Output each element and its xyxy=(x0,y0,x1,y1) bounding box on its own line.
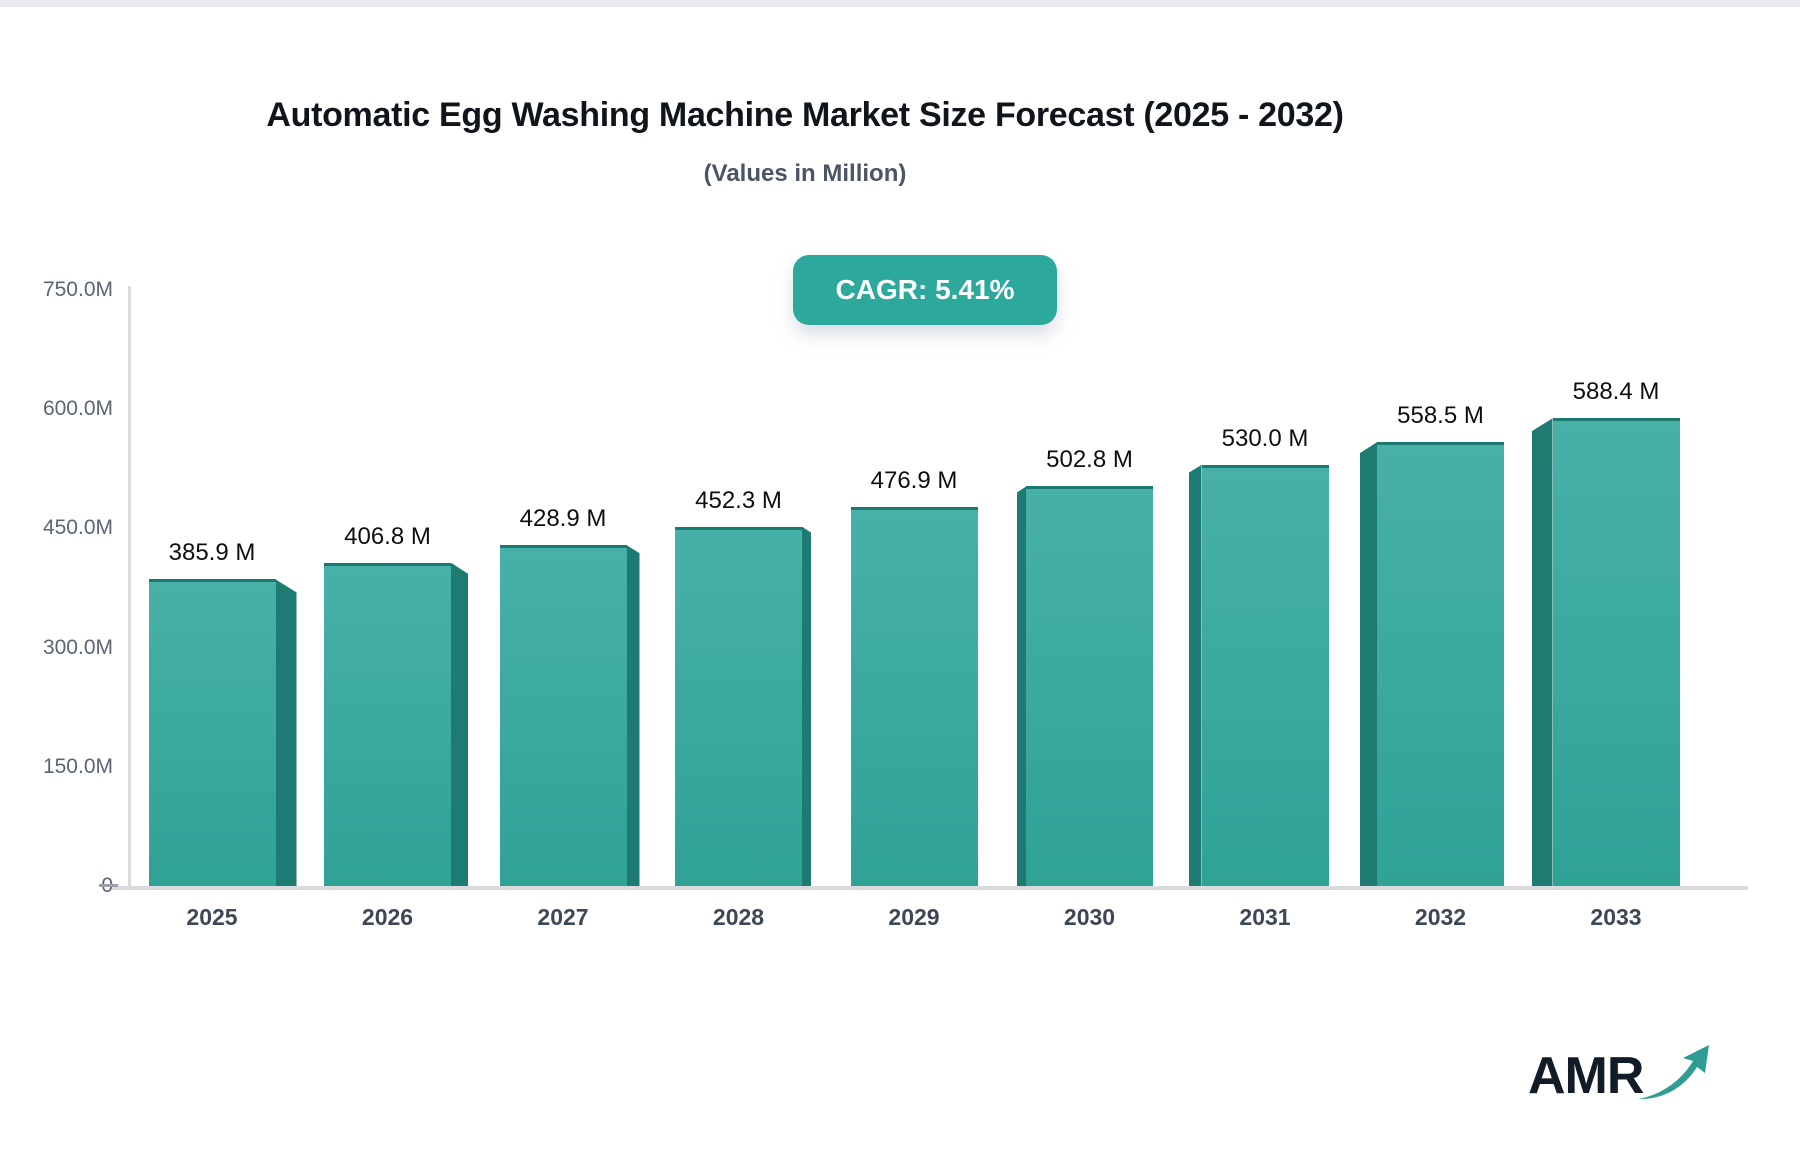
x-axis-label-2028: 2028 xyxy=(712,904,765,930)
bar-2031[interactable] xyxy=(1201,464,1329,886)
bar-value-label: 428.9 M xyxy=(519,505,607,533)
bar-side-face xyxy=(626,545,640,886)
growth-arrow-icon xyxy=(1638,1045,1710,1100)
bar-value-label: 452.3 M xyxy=(695,486,782,514)
bar-value-label: 588.4 M xyxy=(1572,378,1660,406)
bar-2025[interactable] xyxy=(148,579,276,886)
x-axis-label-2027: 2027 xyxy=(537,904,589,930)
x-axis-label-2026: 2026 xyxy=(361,904,414,930)
y-axis-tick-label: 750.0M xyxy=(42,278,113,301)
bar-side-face xyxy=(1360,442,1377,886)
y-axis-tick-label: 150.0M xyxy=(42,754,113,778)
x-axis-label-2032: 2032 xyxy=(1414,904,1467,930)
cagr-badge: CAGR: 5.41% xyxy=(793,255,1057,325)
cagr-badge-label: CAGR: 5.41% xyxy=(835,274,1015,305)
brand-logo-text: AMR xyxy=(1528,1047,1644,1105)
x-axis-label-2025: 2025 xyxy=(186,904,238,930)
bar-side-face xyxy=(1017,486,1026,886)
bar-side-face xyxy=(1188,464,1202,886)
x-axis-label-2033: 2033 xyxy=(1590,904,1642,930)
bar-2026[interactable] xyxy=(324,562,451,886)
x-axis-label-2031: 2031 xyxy=(1239,904,1291,930)
x-axis-line xyxy=(112,886,1748,890)
chart-title: Automatic Egg Washing Machine Market Siz… xyxy=(266,96,1344,134)
page-top-divider xyxy=(0,0,1800,7)
x-axis-label-2029: 2029 xyxy=(888,904,940,930)
y-axis-tick-label: 450.0M xyxy=(42,516,113,540)
bar-value-label: 530.0 M xyxy=(1221,424,1309,452)
bar-2029[interactable] xyxy=(850,507,978,886)
bar-2030[interactable] xyxy=(1026,486,1153,886)
chart-subtitle: (Values in Million) xyxy=(703,160,907,187)
bar-2033[interactable] xyxy=(1552,418,1680,886)
y-axis-tick-label: 600.0M xyxy=(42,397,113,421)
bar-side-face xyxy=(1531,418,1553,886)
bar-side-face xyxy=(451,562,468,886)
bar-value-label: 476.9 M xyxy=(870,467,958,495)
x-axis-label-2030: 2030 xyxy=(1063,904,1116,930)
bar-value-label: 385.9 M xyxy=(168,539,256,567)
bar-side-face xyxy=(802,526,811,886)
brand-logo: AMR xyxy=(1528,1040,1728,1112)
y-axis-line xyxy=(128,286,131,888)
y-axis-tick-label: 300.0M xyxy=(42,635,113,659)
bar-2027[interactable] xyxy=(499,545,627,886)
bar-2032[interactable] xyxy=(1377,442,1504,886)
bar-side-face xyxy=(275,579,297,886)
zero-tick-mark xyxy=(99,884,118,887)
bar-value-label: 502.8 M xyxy=(1046,446,1133,474)
bar-value-label: 558.5 M xyxy=(1397,402,1484,430)
bar-value-label: 406.8 M xyxy=(344,522,431,550)
bar-2028[interactable] xyxy=(675,526,802,886)
